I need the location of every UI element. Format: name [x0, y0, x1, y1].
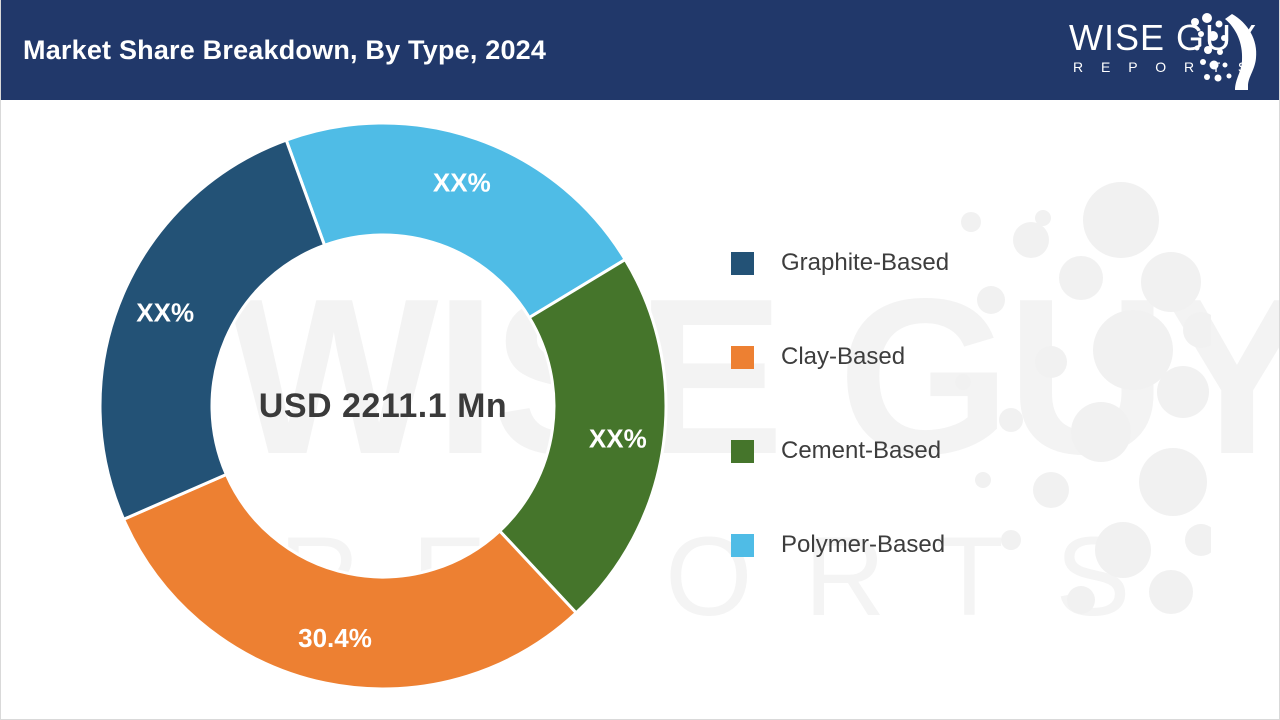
legend-label: Clay-Based: [781, 343, 906, 370]
header-bar: Market Share Breakdown, By Type, 2024 WI…: [1, 0, 1279, 100]
legend-item-graphite: Graphite-Based: [731, 249, 949, 277]
wise-guy-reports-logo: WISE GUY R E P O R T S: [1069, 13, 1257, 90]
donut-segment-polymer-based: [284, 121, 627, 320]
watermark-head-dots: [955, 182, 1211, 614]
legend-swatch-clay: [731, 345, 754, 369]
donut-segment-clay-based: [122, 472, 578, 691]
logo-wiseguy-text: WISE GUY: [1069, 17, 1257, 58]
segment-value-label: 30.4%: [298, 623, 372, 653]
segment-value-label: XX%: [589, 424, 647, 454]
logo-reports-text: R E P O R T S: [1073, 59, 1254, 75]
logo-face-silhouette: [1225, 14, 1257, 90]
legend-item-polymer: Polymer-Based: [731, 531, 949, 559]
chart-legend: Graphite-Based Clay-Based Cement-Based P…: [731, 249, 949, 559]
donut-svg: XX% XX% 30.4% XX%: [98, 121, 668, 691]
legend-swatch-cement: [731, 439, 754, 463]
legend-label: Cement-Based: [781, 437, 942, 464]
donut-chart: XX% XX% 30.4% XX% USD 2211.1 Mn: [98, 121, 668, 691]
legend-label: Graphite-Based: [781, 249, 950, 276]
legend-item-cement: Cement-Based: [731, 437, 949, 465]
legend-swatch-graphite: [731, 251, 754, 275]
segment-value-label: XX%: [433, 168, 491, 198]
donut-segment-graphite-based: [98, 138, 327, 521]
logo-face-dots: [1191, 13, 1232, 82]
page-title: Market Share Breakdown, By Type, 2024: [23, 34, 547, 65]
donut-segment-cement-based: [498, 258, 668, 615]
segment-value-label: XX%: [136, 298, 194, 328]
legend-swatch-polymer: [731, 533, 754, 557]
legend-label: Polymer-Based: [781, 531, 946, 558]
legend-item-clay: Clay-Based: [731, 343, 949, 371]
